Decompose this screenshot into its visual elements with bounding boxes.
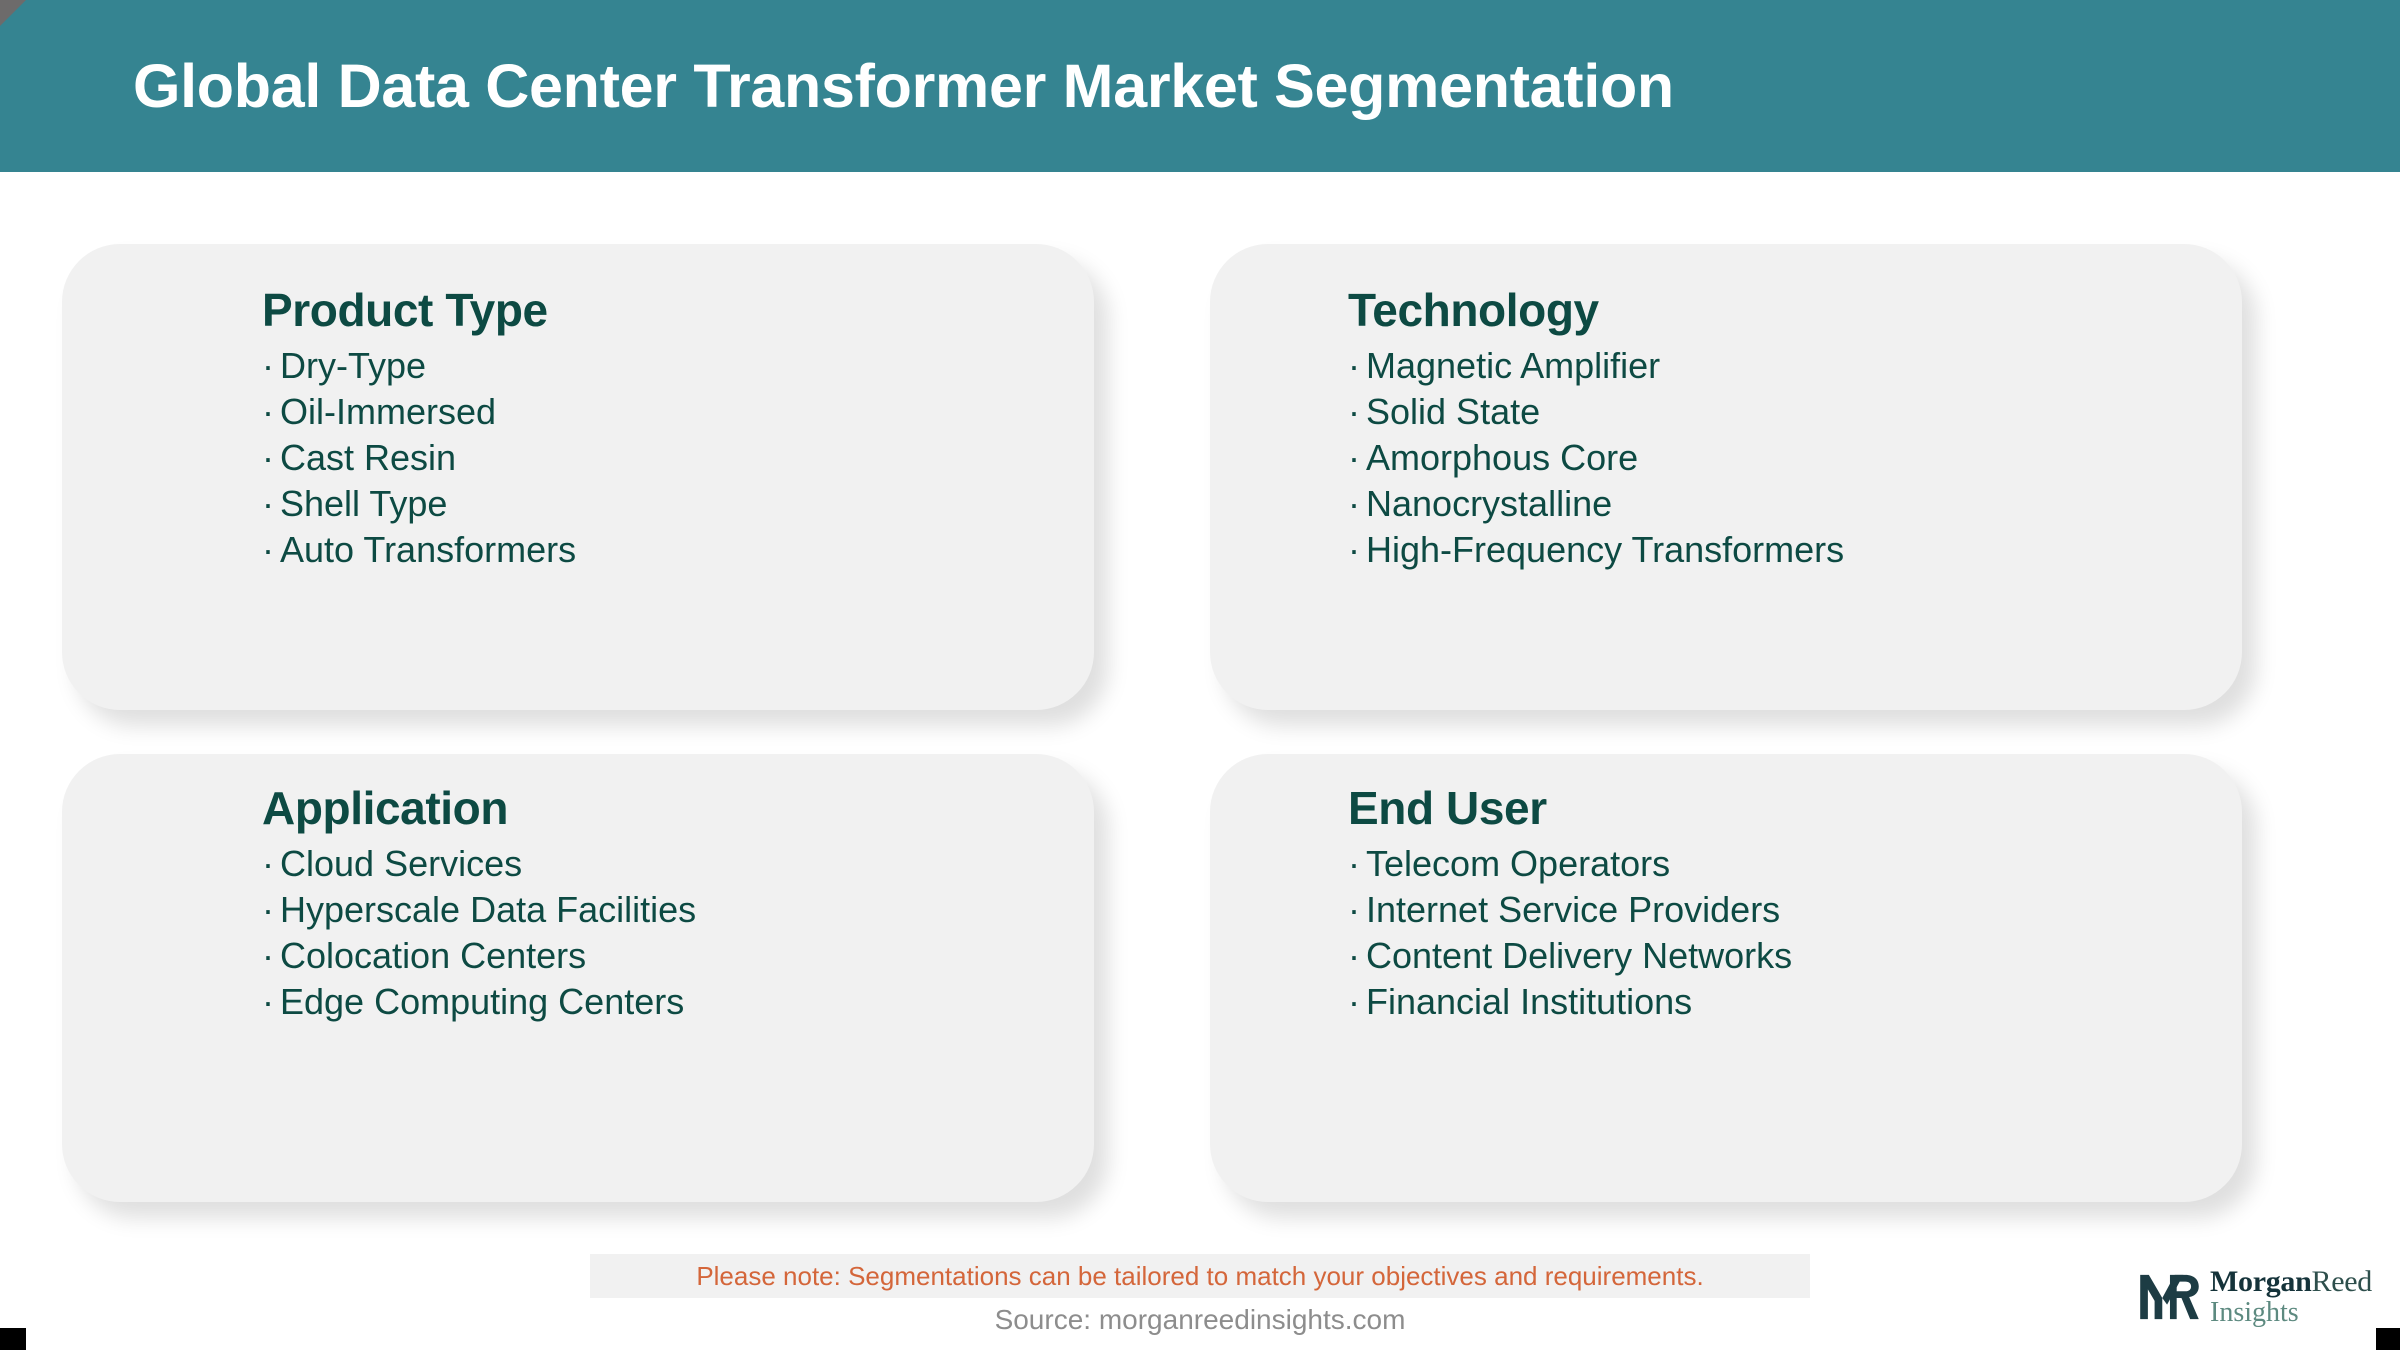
bullet-icon: · [1348, 888, 1360, 930]
segmentation-card-technology: Technology · Magnetic Amplifier · Solid St… [1210, 244, 2242, 710]
list-item-label: Oil-Immersed [280, 390, 497, 432]
bullet-icon: · [1348, 436, 1360, 478]
segmentation-card-grid: Product Type · Dry-Type · Oil-Immersed · Ca… [0, 172, 2400, 1222]
customization-note-text: Please note: Segmentations can be tailor… [696, 1260, 1704, 1291]
list-item: · Cloud Services [262, 841, 1094, 887]
bullet-icon: · [262, 528, 274, 570]
list-item-label: Edge Computing Centers [280, 980, 685, 1022]
logo-name-bold: Morgan [2210, 1265, 2312, 1298]
segmentation-card-end-user: End User · Telecom Operators · Internet Se… [1210, 754, 2242, 1202]
bullet-icon: · [1348, 482, 1360, 524]
bullet-icon: · [1348, 842, 1360, 884]
list-item-label: Auto Transformers [280, 528, 577, 570]
list-item-label: High-Frequency Transformers [1366, 528, 1845, 570]
list-item-label: Internet Service Providers [1366, 888, 1781, 930]
list-item: · Hyperscale Data Facilities [262, 887, 1094, 933]
logo-tagline: Insights [2210, 1297, 2299, 1328]
list-item-label: Magnetic Amplifier [1366, 344, 1661, 386]
list-item-label: Hyperscale Data Facilities [280, 888, 697, 930]
logo-name-light: Reed [2311, 1265, 2373, 1298]
list-item: · Internet Service Providers [1348, 887, 2242, 933]
slide-header: Global Data Center Transformer Market Se… [0, 0, 2400, 172]
list-item-label: Cloud Services [280, 842, 523, 884]
bullet-icon: · [262, 888, 274, 930]
source-attribution: Source: morganreedinsights.com [994, 1304, 1406, 1335]
list-item-label: Shell Type [280, 482, 448, 524]
card-item-list: · Telecom Operators · Internet Service Pro… [1348, 841, 2242, 1025]
list-item: · Solid State [1348, 389, 2242, 435]
list-item: · High-Frequency Transformers [1348, 527, 2242, 573]
logo-wordmark: MorganReed Insights [2210, 1267, 2372, 1327]
card-item-list: · Dry-Type · Oil-Immersed · Cast Resin · She… [262, 343, 1094, 573]
list-item: · Cast Resin [262, 435, 1094, 481]
bullet-icon: · [1348, 528, 1360, 570]
corner-artifact-top-left [0, 0, 26, 26]
bullet-icon: · [1348, 344, 1360, 386]
list-item: · Auto Transformers [262, 527, 1094, 573]
list-item: · Telecom Operators [1348, 841, 2242, 887]
list-item-label: Cast Resin [280, 436, 457, 478]
bullet-icon: · [262, 436, 274, 478]
card-item-list: · Cloud Services · Hyperscale Data Facilit… [262, 841, 1094, 1025]
list-item: · Content Delivery Networks [1348, 933, 2242, 979]
segmentation-card-application: Application · Cloud Services · Hyperscale … [62, 754, 1094, 1202]
list-item-label: Content Delivery Networks [1366, 934, 1793, 976]
card-title: End User [1348, 782, 1547, 834]
list-item-label: Telecom Operators [1366, 842, 1671, 884]
list-item: · Amorphous Core [1348, 435, 2242, 481]
list-item-label: Dry-Type [280, 344, 427, 386]
mr-monogram-icon [2140, 1274, 2199, 1320]
customization-note-banner: Please note: Segmentations can be tailor… [590, 1254, 1810, 1298]
list-item: · Financial Institutions [1348, 979, 2242, 1025]
card-title: Application [262, 782, 509, 834]
card-item-list: · Magnetic Amplifier · Solid State · Amorph… [1348, 343, 2242, 573]
list-item: · Magnetic Amplifier [1348, 343, 2242, 389]
bullet-icon: · [262, 980, 274, 1022]
list-item-label: Nanocrystalline [1366, 482, 1613, 524]
segmentation-card-product-type: Product Type · Dry-Type · Oil-Immersed · Ca… [62, 244, 1094, 710]
list-item: · Edge Computing Centers [262, 979, 1094, 1025]
list-item: · Shell Type [262, 481, 1094, 527]
list-item: · Nanocrystalline [1348, 481, 2242, 527]
bullet-icon: · [1348, 934, 1360, 976]
logo-name-line: MorganReed [2210, 1267, 2372, 1297]
morganreed-insights-logo: MorganReed Insights [2138, 1266, 2372, 1328]
corner-artifact-bottom-left [0, 1328, 26, 1350]
corner-artifact-bottom-right [2376, 1328, 2400, 1350]
bullet-icon: · [262, 482, 274, 524]
list-item-label: Financial Institutions [1366, 980, 1693, 1022]
list-item: · Dry-Type [262, 343, 1094, 389]
bullet-icon: · [262, 344, 274, 386]
list-item: · Oil-Immersed [262, 389, 1094, 435]
bullet-icon: · [1348, 980, 1360, 1022]
list-item-label: Colocation Centers [280, 934, 587, 976]
card-title: Technology [1348, 284, 1599, 336]
list-item-label: Amorphous Core [1366, 436, 1639, 478]
bullet-icon: · [262, 934, 274, 976]
list-item: · Colocation Centers [262, 933, 1094, 979]
list-item-label: Solid State [1366, 390, 1541, 432]
bullet-icon: · [1348, 390, 1360, 432]
bullet-icon: · [262, 390, 274, 432]
bullet-icon: · [262, 842, 274, 884]
card-title: Product Type [262, 284, 548, 336]
page-title: Global Data Center Transformer Market Se… [133, 52, 1674, 120]
